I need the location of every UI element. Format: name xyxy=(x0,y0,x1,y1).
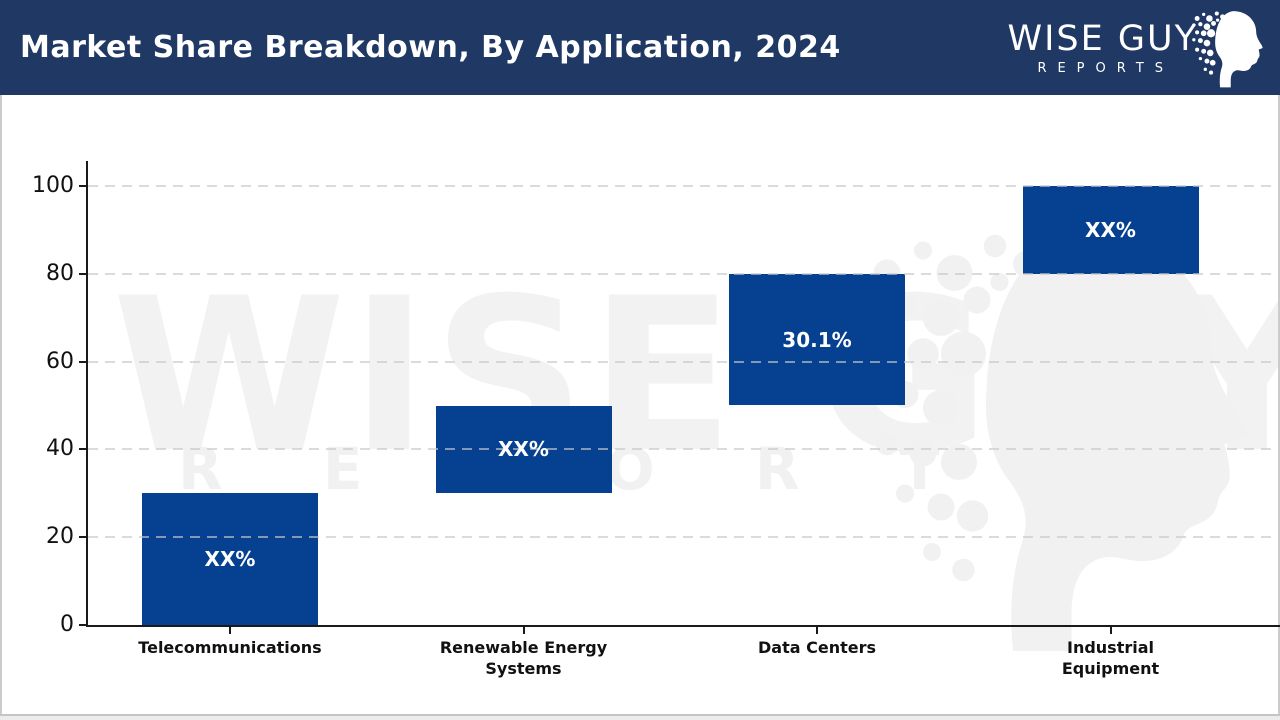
y-tick-label: 60 xyxy=(46,348,74,374)
y-tick-mark xyxy=(79,448,87,451)
category-label: Industrial Equipment xyxy=(1061,638,1160,678)
gridline-20 xyxy=(88,536,1280,539)
x-tick-mark xyxy=(1109,627,1112,634)
gridline-80 xyxy=(88,272,1280,275)
y-tick-mark xyxy=(79,185,87,187)
bar-telecommunications xyxy=(142,493,318,625)
logo-subtitle: REPORTS xyxy=(1037,60,1175,76)
y-tick-label: 100 xyxy=(32,173,74,198)
logo-wordmark: WISE GUY xyxy=(1007,18,1198,59)
x-tick-mark xyxy=(522,627,525,634)
y-tick-label: 40 xyxy=(46,436,74,462)
gridline-100 xyxy=(88,185,1280,187)
y-axis-line xyxy=(86,161,88,627)
y-tick-label: 80 xyxy=(46,260,74,286)
bar-value-label: XX% xyxy=(204,547,256,572)
x-tick-mark xyxy=(816,627,818,634)
frame-border-left xyxy=(0,95,2,720)
y-tick-mark xyxy=(79,624,87,626)
y-tick-label: 20 xyxy=(46,524,74,550)
category-label: Data Centers xyxy=(758,638,876,657)
y-tick-mark xyxy=(79,536,87,539)
category-label: Telecommunications xyxy=(138,638,322,657)
bar-value-label: XX% xyxy=(498,437,549,462)
frame-strip-bottom xyxy=(0,716,1280,720)
y-tick-mark xyxy=(79,272,87,275)
frame-border-right xyxy=(1278,95,1280,720)
chart-area: WISE GUY R E P O R T S XX% XX% 30.1% XX% 0 20… xyxy=(0,95,1280,720)
frame-border-bottom xyxy=(0,714,1280,716)
y-tick-mark xyxy=(79,360,87,363)
wise-guy-logo: WISE GUY REPORTS xyxy=(1007,6,1266,90)
logo-face-icon xyxy=(1192,11,1263,88)
x-tick-mark xyxy=(229,627,231,634)
logo-text: WISE GUY REPORTS xyxy=(1007,18,1198,76)
gridline-40 xyxy=(88,448,1280,451)
gridline-60 xyxy=(88,360,1280,363)
y-tick-label: 0 xyxy=(60,612,74,637)
bar-value-label: XX% xyxy=(1085,217,1136,242)
header: Market Share Breakdown, By Application, … xyxy=(0,0,1280,95)
category-label: Renewable Energy Systems xyxy=(439,638,608,678)
x-axis-line xyxy=(86,625,1280,627)
bar-value-label: 30.1% xyxy=(782,327,852,352)
page-title: Market Share Breakdown, By Application, … xyxy=(20,30,841,65)
